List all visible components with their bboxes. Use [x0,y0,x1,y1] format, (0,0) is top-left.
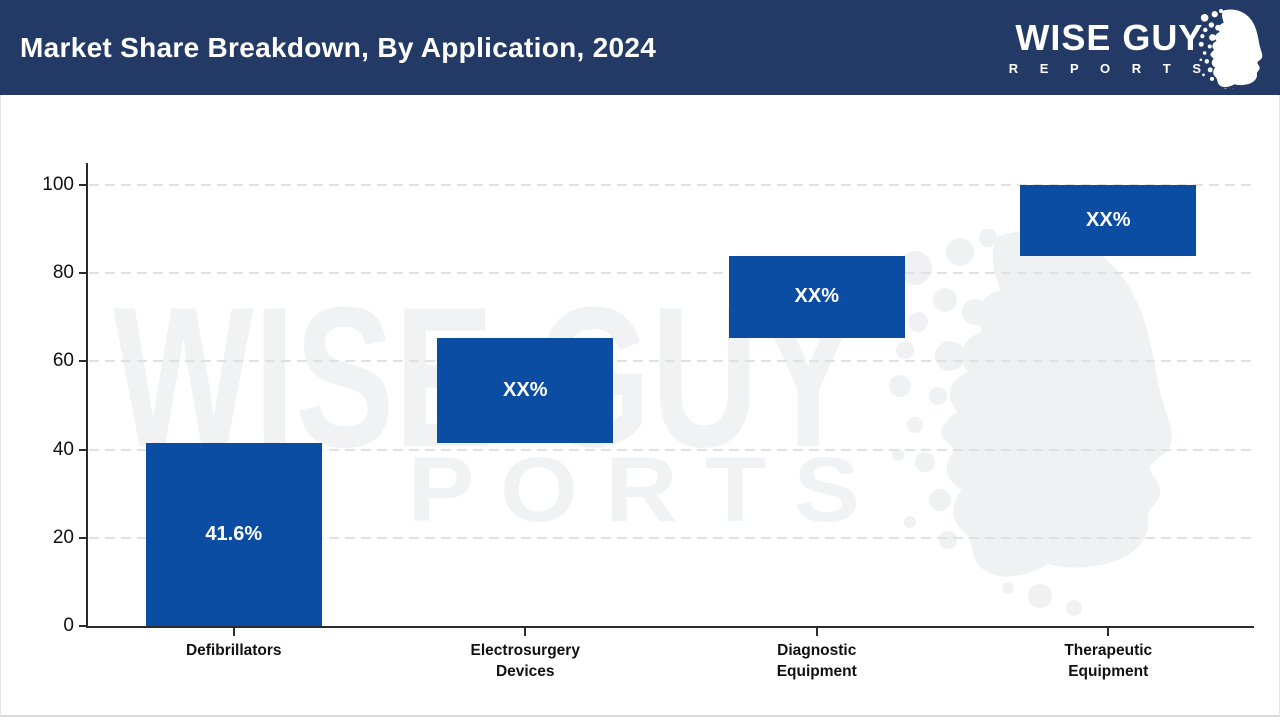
y-tick-20 [79,536,86,539]
brand-name: WISE GUY [1015,16,1204,58]
y-tick-100 [79,184,86,186]
y-tick-label-80: 80 [52,262,74,284]
x-category-label-2: Diagnostic Equipment [776,642,857,680]
y-tick-0 [79,625,86,627]
y-tick-40 [79,448,86,451]
bar-0: 41.6% [145,442,322,626]
x-axis-line [86,626,1254,628]
y-tick-60 [79,360,86,363]
bar-value-label: XX% [503,378,548,401]
brand-subname: R E P O R T S [1008,60,1210,76]
y-axis-line [86,163,88,628]
gridline-60 [89,360,1254,363]
brand-logo: WISE GUY R E P O R T S [1009,7,1266,89]
page-title: Market Share Breakdown, By Application, … [20,31,657,63]
x-tick-3 [1107,628,1110,636]
bar-3: XX% [1020,185,1197,256]
x-tick-2 [815,628,818,636]
x-category-label-0: Defibrillators [185,642,282,659]
x-tick-1 [524,628,527,636]
y-tick-label-60: 60 [52,350,74,372]
bar-2: XX% [728,255,905,338]
x-category-label-1: Electrosurgery Devices [470,642,580,680]
gridline-80 [89,272,1254,275]
x-category-label-3: Therapeutic Equipment [1064,642,1153,680]
brand-head-icon [1198,8,1263,89]
bar-value-label: XX% [794,285,839,308]
bar-value-label: XX% [1086,208,1131,231]
bar-value-label: 41.6% [205,522,263,545]
bar-1: XX% [437,338,614,443]
gridline-100 [89,184,1254,186]
watermark-head-icon [889,229,1172,616]
x-tick-0 [232,628,235,636]
watermark-reports-text: P O R T S [408,439,860,541]
header-band: Market Share Breakdown, By Application, … [0,0,1280,95]
gridline-20 [89,536,1254,539]
y-tick-label-40: 40 [52,438,74,460]
y-tick-label-100: 100 [42,174,74,195]
y-tick-80 [79,272,86,275]
y-tick-label-20: 20 [52,526,74,548]
gridline-40 [89,448,1254,451]
y-tick-label-0: 0 [63,615,74,636]
brand-logo-text: WISE GUY R E P O R T S [1008,16,1210,76]
